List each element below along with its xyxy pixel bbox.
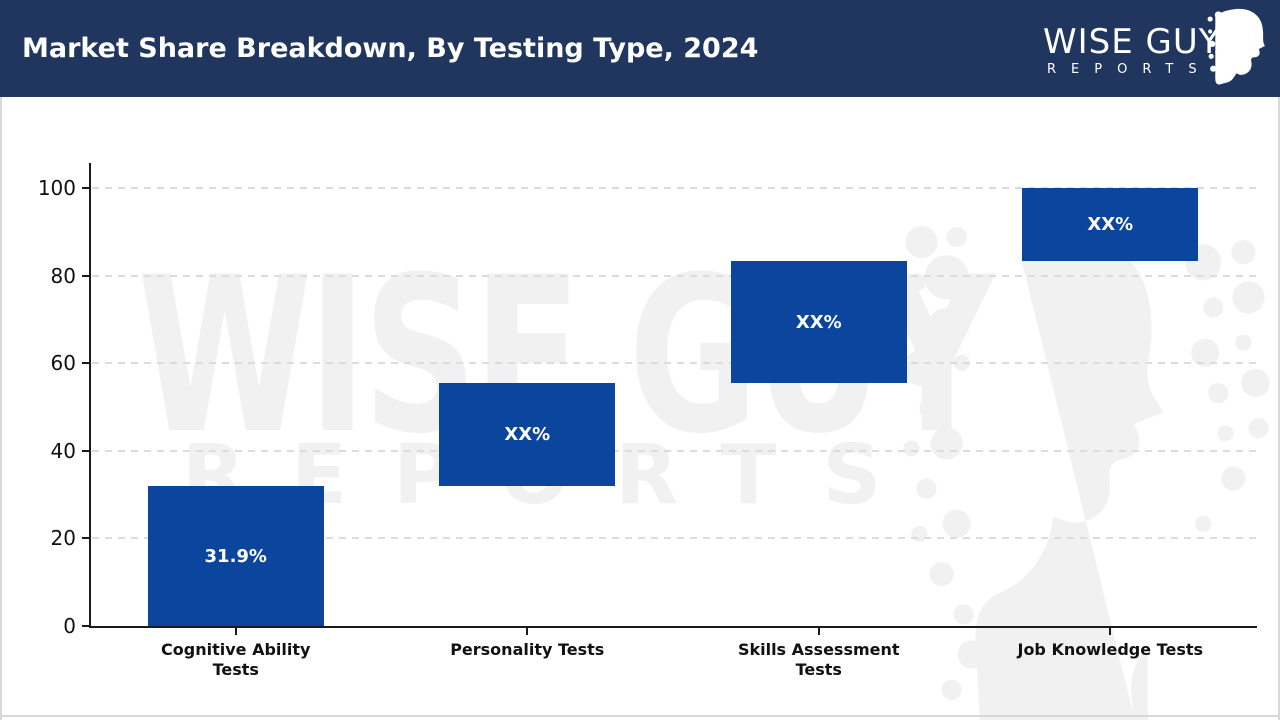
bar-1: 31.9% <box>147 486 324 626</box>
y-tick-mark <box>82 274 90 277</box>
x-category-label: Skills Assessment Tests <box>737 640 900 679</box>
page-title: Market Share Breakdown, By Testing Type,… <box>22 33 759 64</box>
gridline-y100 <box>92 187 1256 189</box>
y-tick-mark <box>82 537 90 540</box>
watermark-head-icon <box>903 226 1270 720</box>
y-tick-label: 80 <box>50 263 76 288</box>
gridline-y20 <box>92 537 1256 540</box>
header-bar: Market Share Breakdown, By Testing Type,… <box>0 0 1280 97</box>
y-tick-mark <box>82 187 90 189</box>
x-tick-mark <box>526 628 529 635</box>
gridline-y60 <box>92 362 1256 365</box>
chart-canvas: WISE GUY REPORTS 02040608010031.9%Cognit… <box>0 97 1280 720</box>
x-tick-mark <box>817 628 820 635</box>
y-tick-label: 40 <box>50 438 76 463</box>
y-tick-label: 0 <box>63 614 76 638</box>
y-axis-line <box>89 163 91 628</box>
y-tick-mark <box>82 625 90 627</box>
logo-wordmark: WISE GUY <box>1043 22 1221 62</box>
x-category-label: Job Knowledge Tests <box>1017 640 1204 659</box>
logo-subtext: REPORTS <box>1047 62 1212 77</box>
y-tick-label: 100 <box>37 176 76 200</box>
x-axis-line <box>89 626 1257 628</box>
y-tick-label: 60 <box>50 351 76 376</box>
bar-value-label: XX% <box>1087 214 1134 236</box>
x-tick-mark <box>1109 628 1112 635</box>
x-category-label: Cognitive Ability Tests <box>161 640 311 679</box>
y-tick-mark <box>82 449 90 452</box>
bottom-border-line <box>0 715 1280 717</box>
y-tick-mark <box>82 362 90 365</box>
x-category-label: Personality Tests <box>450 640 605 659</box>
bar-3: XX% <box>730 261 907 383</box>
x-tick-mark <box>234 628 237 635</box>
wise-guy-reports-logo: WISE GUY REPORTS <box>1008 0 1268 97</box>
gridline-y80 <box>92 274 1256 277</box>
bar-2: XX% <box>439 382 616 487</box>
bar-value-label: XX% <box>795 311 842 333</box>
y-tick-label: 20 <box>50 526 76 551</box>
gridline-y40 <box>92 449 1256 452</box>
bar-4: XX% <box>1022 188 1199 262</box>
bar-value-label: XX% <box>504 424 551 446</box>
logo-head-icon <box>1207 8 1265 85</box>
bar-value-label: 31.9% <box>204 545 267 567</box>
